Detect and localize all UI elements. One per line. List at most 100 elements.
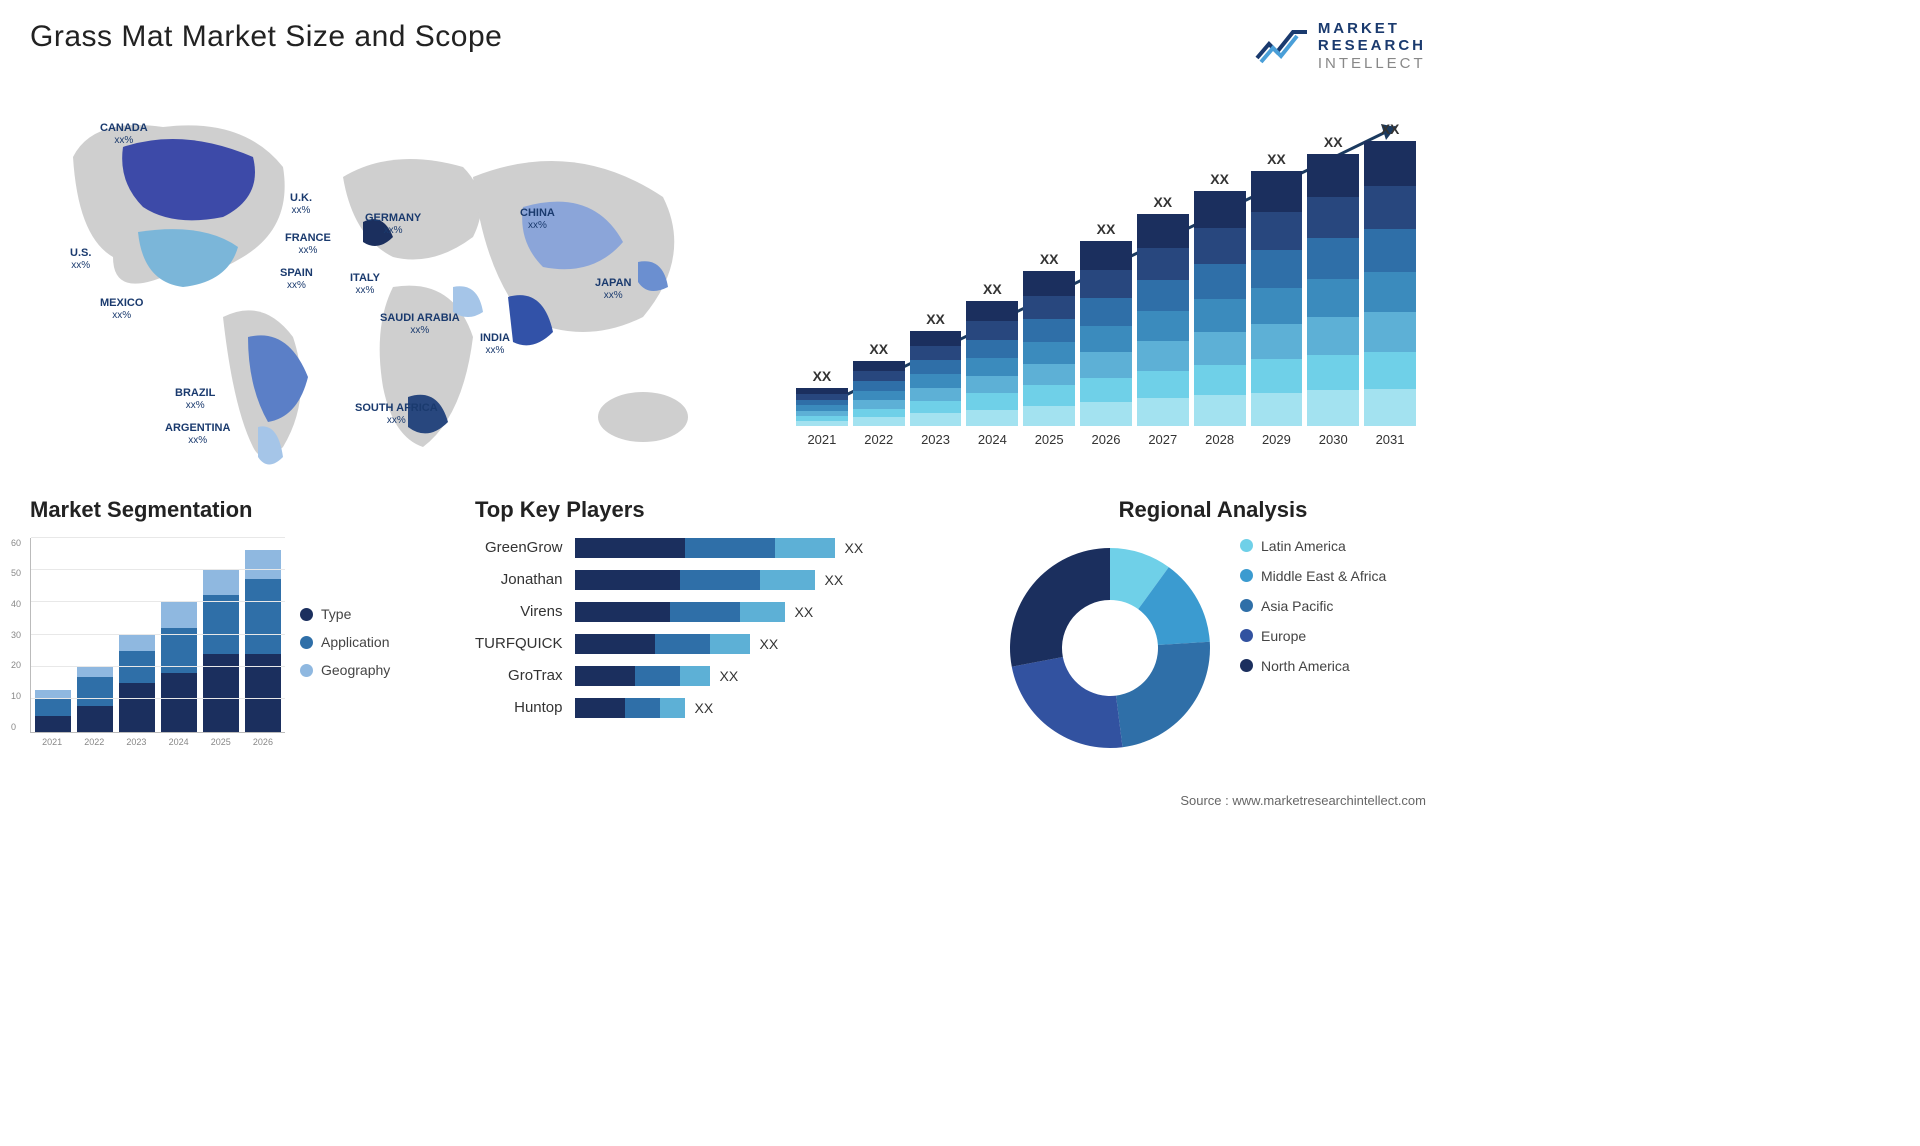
growth-bar: XX 2029: [1251, 151, 1303, 447]
growth-chart-panel: XX2021XX2022XX2023XX2024XX2025XX2026XX20…: [786, 87, 1426, 477]
segmentation-year-label: 2022: [76, 737, 112, 747]
segmentation-ytick: 40: [11, 599, 21, 609]
map-country-label: INDIAxx%: [480, 332, 510, 357]
player-value-label: XX: [720, 668, 739, 684]
player-value-label: XX: [795, 604, 814, 620]
growth-year-label: 2031: [1376, 432, 1405, 447]
player-bar: XX: [575, 538, 976, 558]
map-country-label: JAPANxx%: [595, 277, 631, 302]
map-country-label: ARGENTINAxx%: [165, 422, 230, 447]
player-name-label: TURFQUICK: [475, 634, 563, 654]
map-country-label: ITALYxx%: [350, 272, 380, 297]
legend-item: Asia Pacific: [1240, 598, 1386, 614]
player-bar: XX: [575, 698, 976, 718]
map-country-label: SPAINxx%: [280, 267, 313, 292]
growth-year-label: 2022: [864, 432, 893, 447]
growth-value-label: XX: [926, 311, 945, 327]
growth-year-label: 2024: [978, 432, 1007, 447]
legend-item: Latin America: [1240, 538, 1386, 554]
source-attribution: Source : www.marketresearchintellect.com: [1180, 793, 1426, 808]
growth-value-label: XX: [1040, 251, 1059, 267]
growth-value-label: XX: [1153, 194, 1172, 210]
growth-bar: XX2031: [1364, 121, 1416, 447]
growth-year-label: 2021: [807, 432, 836, 447]
legend-item: North America: [1240, 658, 1386, 674]
player-name-label: Jonathan: [501, 570, 563, 590]
growth-bar: XX 2024: [966, 281, 1018, 447]
segmentation-bar: [203, 569, 239, 732]
player-bar: XX: [575, 570, 976, 590]
segmentation-ytick: 10: [11, 691, 21, 701]
logo-mark-icon: [1255, 26, 1310, 66]
map-country-label: FRANCExx%: [285, 232, 331, 257]
segmentation-panel: Market Segmentation 0102030405060 202120…: [30, 497, 450, 757]
regional-donut: [1000, 538, 1220, 758]
donut-segment: [1012, 657, 1123, 748]
growth-bar: XX2028: [1194, 171, 1246, 447]
player-name-label: Virens: [520, 602, 562, 622]
map-country-label: U.K.xx%: [290, 192, 312, 217]
growth-year-label: 2026: [1092, 432, 1121, 447]
logo-line1: MARKET: [1318, 20, 1400, 37]
growth-bar: XX 2023: [910, 311, 962, 447]
donut-segment: [1010, 548, 1110, 667]
regional-panel: Regional Analysis Latin America Middle Ea…: [1000, 497, 1426, 757]
segmentation-year-label: 2026: [245, 737, 281, 747]
map-country-label: CHINAxx%: [520, 207, 555, 232]
segmentation-bar: [119, 634, 155, 732]
growth-year-label: 2023: [921, 432, 950, 447]
segmentation-year-label: 2025: [203, 737, 239, 747]
key-players-panel: Top Key Players GreenGrow Jonathan Virens T…: [475, 497, 975, 757]
growth-bar: XX2027: [1137, 194, 1189, 447]
growth-value-label: XX: [983, 281, 1002, 297]
growth-bar: XX2030: [1307, 134, 1359, 447]
growth-bar: XX 2021: [796, 368, 848, 447]
segmentation-year-label: 2024: [161, 737, 197, 747]
regional-title: Regional Analysis: [1000, 497, 1426, 523]
player-bar: XX: [575, 634, 976, 654]
page-title: Grass Mat Market Size and Scope: [30, 20, 502, 54]
brand-logo: MARKET RESEARCH INTELLECT: [1255, 20, 1426, 72]
player-name-label: GreenGrow: [485, 538, 563, 558]
regional-legend: Latin America Middle East & Africa Asia Pa…: [1240, 538, 1386, 674]
segmentation-ytick: 60: [11, 538, 21, 548]
legend-item: Geography: [300, 662, 390, 678]
legend-item: Europe: [1240, 628, 1386, 644]
logo-line2: RESEARCH: [1318, 37, 1426, 54]
logo-line3: INTELLECT: [1318, 55, 1426, 72]
growth-bar: XX 2025: [1023, 251, 1075, 447]
segmentation-ytick: 50: [11, 568, 21, 578]
growth-bar: XX 2026: [1080, 221, 1132, 447]
segmentation-legend: Type Application Geography: [300, 538, 390, 747]
segmentation-ytick: 20: [11, 660, 21, 670]
map-country-label: BRAZILxx%: [175, 387, 215, 412]
growth-bar: XX 2022: [853, 341, 905, 447]
legend-item: Type: [300, 606, 390, 622]
legend-item: Application: [300, 634, 390, 650]
player-name-label: GroTrax: [508, 666, 562, 686]
legend-item: Middle East & Africa: [1240, 568, 1386, 584]
segmentation-bar: [35, 690, 71, 732]
player-value-label: XX: [760, 636, 779, 652]
map-country-label: MEXICOxx%: [100, 297, 143, 322]
growth-year-label: 2025: [1035, 432, 1064, 447]
map-country-label: SOUTH AFRICAxx%: [355, 402, 438, 427]
growth-value-label: XX: [869, 341, 888, 357]
growth-value-label: XX: [1267, 151, 1286, 167]
player-value-label: XX: [695, 700, 714, 716]
player-name-label: Huntop: [514, 698, 562, 718]
growth-value-label: XX: [1097, 221, 1116, 237]
growth-year-label: 2029: [1262, 432, 1291, 447]
map-country-label: CANADAxx%: [100, 122, 148, 147]
map-country-label: SAUDI ARABIAxx%: [380, 312, 460, 337]
player-bar: XX: [575, 666, 976, 686]
segmentation-ytick: 30: [11, 630, 21, 640]
world-map-panel: CANADAxx%U.S.xx%MEXICOxx%BRAZILxx%ARGENT…: [30, 87, 756, 477]
growth-value-label: XX: [1210, 171, 1229, 187]
key-players-title: Top Key Players: [475, 497, 975, 523]
donut-segment: [1116, 641, 1210, 746]
player-value-label: XX: [825, 572, 844, 588]
map-country-label: GERMANYxx%: [365, 212, 421, 237]
segmentation-title: Market Segmentation: [30, 497, 450, 523]
growth-value-label: XX: [813, 368, 832, 384]
